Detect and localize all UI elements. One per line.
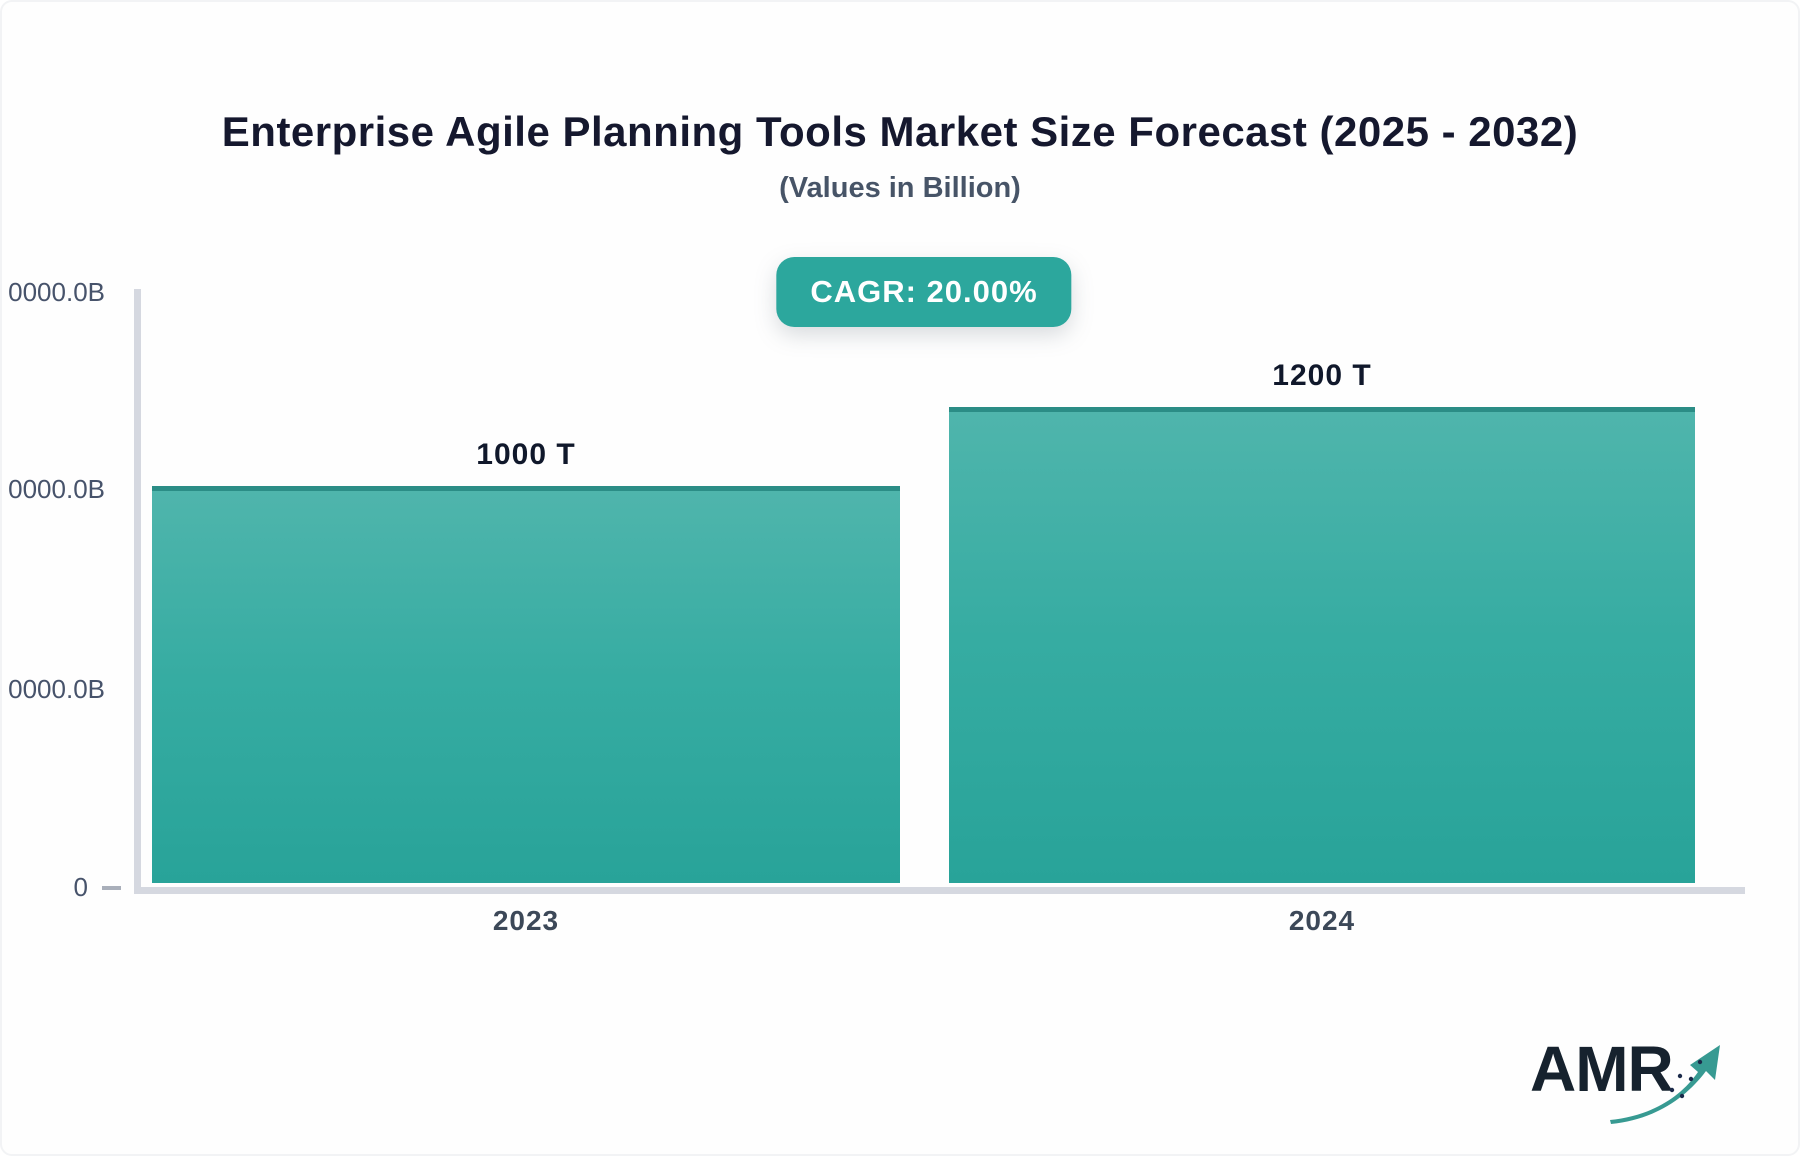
amr-logo-text: AMR xyxy=(1530,1033,1674,1105)
amr-logo: AMR xyxy=(1522,1024,1732,1124)
x-axis-label-2023: 2023 xyxy=(492,905,560,936)
trend-up-arrow-icon xyxy=(1610,1045,1720,1124)
cagr-badge: CAGR: 20.00% xyxy=(776,257,1072,327)
y-tick-label: 0000.0B xyxy=(8,474,105,504)
bar-2024 xyxy=(949,407,1695,883)
y-tick-label: 0000.0B xyxy=(8,674,105,704)
y-tick-label: 0000.0B xyxy=(8,277,105,307)
bar-value-label-2023: 1000 T xyxy=(476,438,576,471)
bar-value-label-2024: 1200 T xyxy=(1272,359,1372,392)
chart-subtitle: (Values in Billion) xyxy=(779,172,1021,204)
zero-tick-mark xyxy=(102,886,121,890)
bar-2023 xyxy=(152,486,900,883)
x-axis-line xyxy=(134,887,1745,894)
x-axis-label-2024: 2024 xyxy=(1288,905,1356,936)
chart-title: Enterprise Agile Planning Tools Market S… xyxy=(221,108,1579,155)
y-axis-line xyxy=(134,289,141,894)
y-tick-label-zero: 0 xyxy=(73,872,88,902)
